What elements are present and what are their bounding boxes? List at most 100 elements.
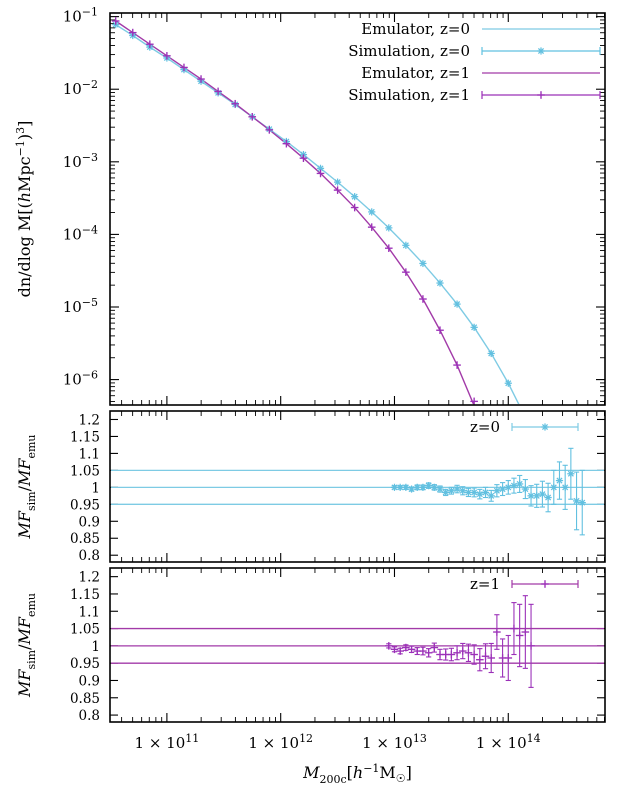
ratio-y-tick-label: 1 bbox=[91, 639, 100, 655]
data-marker-plus bbox=[464, 648, 473, 657]
data-marker-plus bbox=[111, 17, 120, 25]
main-y-axis-label: dn/dlog M[(hMpc−1)3] bbox=[14, 121, 34, 298]
data-marker-star bbox=[368, 208, 376, 216]
data-marker-plus bbox=[265, 126, 274, 134]
data-marker-star bbox=[510, 482, 518, 490]
data-marker-star bbox=[476, 490, 484, 498]
data-marker-plus bbox=[487, 654, 496, 662]
data-marker-plus bbox=[424, 648, 433, 657]
ratio-y-tick-label: 1.2 bbox=[79, 412, 100, 428]
data-marker-plus bbox=[476, 655, 484, 664]
data-marker-plus bbox=[481, 652, 490, 661]
data-marker-star bbox=[504, 483, 512, 491]
data-marker-plus bbox=[402, 643, 410, 652]
data-marker-star bbox=[493, 487, 501, 495]
data-marker-plus bbox=[527, 642, 535, 650]
legend-label-1: Simulation, z=0 bbox=[348, 42, 470, 60]
data-marker-star bbox=[504, 379, 512, 387]
data-marker-plus bbox=[537, 91, 545, 99]
data-marker-plus bbox=[493, 628, 501, 636]
legend-label-0: Emulator, z=0 bbox=[361, 20, 470, 38]
data-marker-plus bbox=[282, 139, 291, 148]
data-marker-plus bbox=[197, 75, 205, 83]
data-marker-star bbox=[453, 300, 461, 308]
data-marker-star bbox=[419, 259, 427, 268]
data-marker-plus bbox=[430, 643, 439, 652]
x-axis-label: M200c[h−1M☉] bbox=[302, 762, 412, 786]
data-marker-star bbox=[464, 488, 473, 497]
ratio-y-tick-label: 0.8 bbox=[79, 708, 100, 724]
ratio1-panel-annotation: z=1 bbox=[470, 575, 500, 593]
data-marker-star bbox=[527, 492, 535, 500]
data-marker-star bbox=[541, 423, 549, 431]
ratio-y-tick-label: 0.8 bbox=[79, 548, 100, 564]
data-marker-star bbox=[567, 470, 575, 478]
ratio-y-tick-label: 1.15 bbox=[70, 587, 100, 603]
ratio-y-tick-label: 0.85 bbox=[70, 531, 100, 547]
data-marker-plus bbox=[521, 628, 530, 636]
data-marker-plus bbox=[453, 361, 461, 369]
data-marker-star bbox=[351, 193, 359, 201]
data-marker-plus bbox=[419, 295, 427, 303]
data-marker-star bbox=[390, 483, 399, 491]
data-marker-plus bbox=[214, 87, 222, 96]
data-marker-plus bbox=[384, 642, 393, 650]
data-marker-star bbox=[402, 241, 410, 249]
data-marker-plus bbox=[128, 28, 137, 37]
ratio-y-tick-label: 0.9 bbox=[79, 673, 100, 689]
data-marker-plus bbox=[350, 203, 359, 212]
data-marker-star bbox=[442, 488, 450, 497]
data-marker-star bbox=[555, 476, 564, 485]
data-marker-star bbox=[481, 488, 490, 497]
data-marker-plus bbox=[367, 223, 376, 231]
data-marker-plus bbox=[384, 244, 393, 252]
data-marker-plus bbox=[515, 631, 524, 640]
data-marker-plus bbox=[180, 63, 188, 72]
data-marker-star bbox=[436, 279, 444, 287]
data-marker-star bbox=[572, 497, 581, 505]
data-marker-star bbox=[550, 483, 558, 491]
ratio-y-tick-label: 1 bbox=[91, 480, 100, 496]
data-marker-star bbox=[316, 164, 325, 172]
data-marker-star bbox=[436, 485, 444, 493]
ratio-y-tick-label: 1.1 bbox=[79, 604, 100, 620]
data-marker-plus bbox=[333, 186, 342, 194]
data-marker-star bbox=[385, 224, 393, 232]
x-tick-label: 1 × 1011 bbox=[135, 732, 200, 752]
data-marker-star bbox=[470, 488, 478, 497]
data-marker-star bbox=[538, 490, 547, 498]
legend-label-3: Simulation, z=1 bbox=[348, 86, 470, 104]
main-panel: 10−110−210−310−410−510−6dn/dlog M[(hMpc−… bbox=[14, 6, 606, 406]
data-marker-plus bbox=[146, 40, 154, 49]
data-marker-plus bbox=[458, 647, 467, 655]
data-marker-plus bbox=[453, 648, 461, 657]
ratio0-panel-data bbox=[390, 447, 586, 536]
data-marker-star bbox=[487, 492, 495, 500]
data-marker-star bbox=[419, 483, 427, 491]
data-marker-star bbox=[487, 349, 495, 358]
ratio-y-tick-label: 0.85 bbox=[70, 691, 100, 707]
x-tick-label: 1 × 1012 bbox=[248, 732, 313, 752]
data-marker-plus bbox=[470, 397, 478, 404]
data-marker-plus bbox=[316, 169, 325, 178]
data-marker-star bbox=[459, 487, 467, 495]
data-marker-plus bbox=[541, 580, 549, 588]
data-marker-star bbox=[516, 480, 524, 488]
data-marker-star bbox=[561, 483, 569, 491]
legend: Emulator, z=0 Simulation, z=0 Emulator, z=… bbox=[348, 20, 601, 104]
data-marker-star bbox=[453, 485, 461, 493]
data-marker-plus bbox=[231, 99, 239, 108]
x-tick-label: 1 × 1014 bbox=[476, 732, 541, 752]
data-marker-plus bbox=[419, 647, 427, 655]
series-points-simulation--z-1 bbox=[111, 17, 478, 404]
ratio0-panel-frame bbox=[109, 410, 606, 563]
data-marker-plus bbox=[396, 647, 404, 655]
data-marker-star bbox=[521, 485, 529, 493]
data-marker-star bbox=[402, 483, 410, 491]
x-axis: 1 × 1011 1 × 1012 1 × 1013 1 × 1014 M200c[h−… bbox=[135, 732, 541, 786]
ratio1-panel-data bbox=[384, 595, 535, 688]
ratio-y-tick-label: 0.95 bbox=[70, 656, 100, 672]
